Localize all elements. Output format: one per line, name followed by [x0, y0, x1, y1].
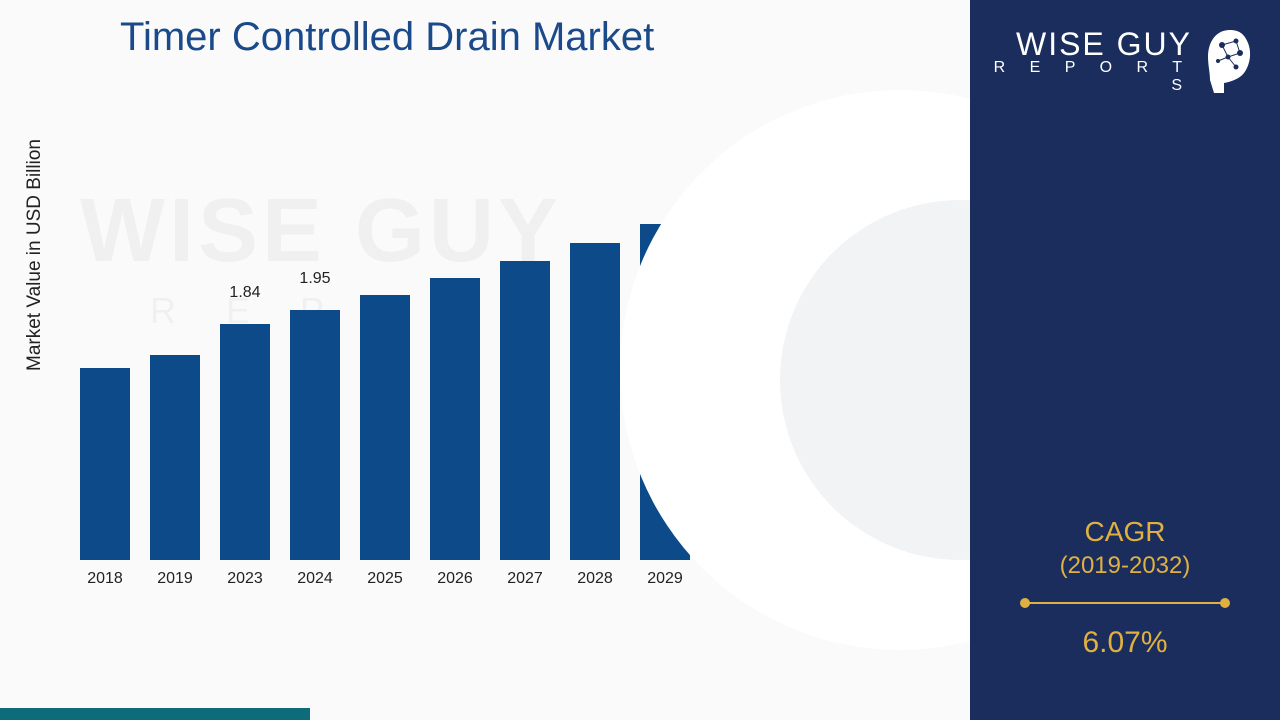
bottom-strip [0, 708, 310, 720]
x-axis-label: 2024 [280, 570, 350, 588]
cagr-label: CAGR [1020, 516, 1230, 548]
x-axis-label: 2028 [560, 570, 630, 588]
logo-text: WISE GUY R E P O R T S [980, 26, 1192, 95]
x-axis-label: 2025 [350, 570, 420, 588]
head-icon [1200, 25, 1260, 95]
chart-title: Timer Controlled Drain Market [120, 15, 654, 60]
cagr-range: (2019-2032) [1020, 552, 1230, 580]
x-axis-label: 2023 [210, 570, 280, 588]
logo: WISE GUY R E P O R T S [980, 20, 1260, 100]
bar [360, 295, 410, 560]
cagr-divider [1025, 602, 1225, 604]
x-axis-label: 2027 [490, 570, 560, 588]
x-axis-label: 2026 [420, 570, 490, 588]
bar [430, 278, 480, 560]
bar-value-label: 1.95 [290, 270, 340, 288]
x-axis-label: 2029 [630, 570, 700, 588]
bar [220, 324, 270, 560]
bar [500, 261, 550, 560]
right-panel: WISE GUY R E P O R T S CAGR (20 [970, 0, 1280, 720]
bar [80, 368, 130, 560]
bar [570, 243, 620, 560]
x-axis-label: 2018 [70, 570, 140, 588]
cagr-value: 6.07% [1020, 626, 1230, 660]
logo-sub: R E P O R T S [980, 59, 1192, 95]
cagr-block: CAGR (2019-2032) 6.07% [1020, 516, 1230, 660]
y-axis-label: Market Value in USD Billion [24, 139, 46, 371]
bar [150, 355, 200, 560]
bar [290, 310, 340, 560]
logo-main: WISE GUY [980, 26, 1192, 63]
bar-value-label: 1.84 [220, 284, 270, 302]
x-axis-label: 2019 [140, 570, 210, 588]
